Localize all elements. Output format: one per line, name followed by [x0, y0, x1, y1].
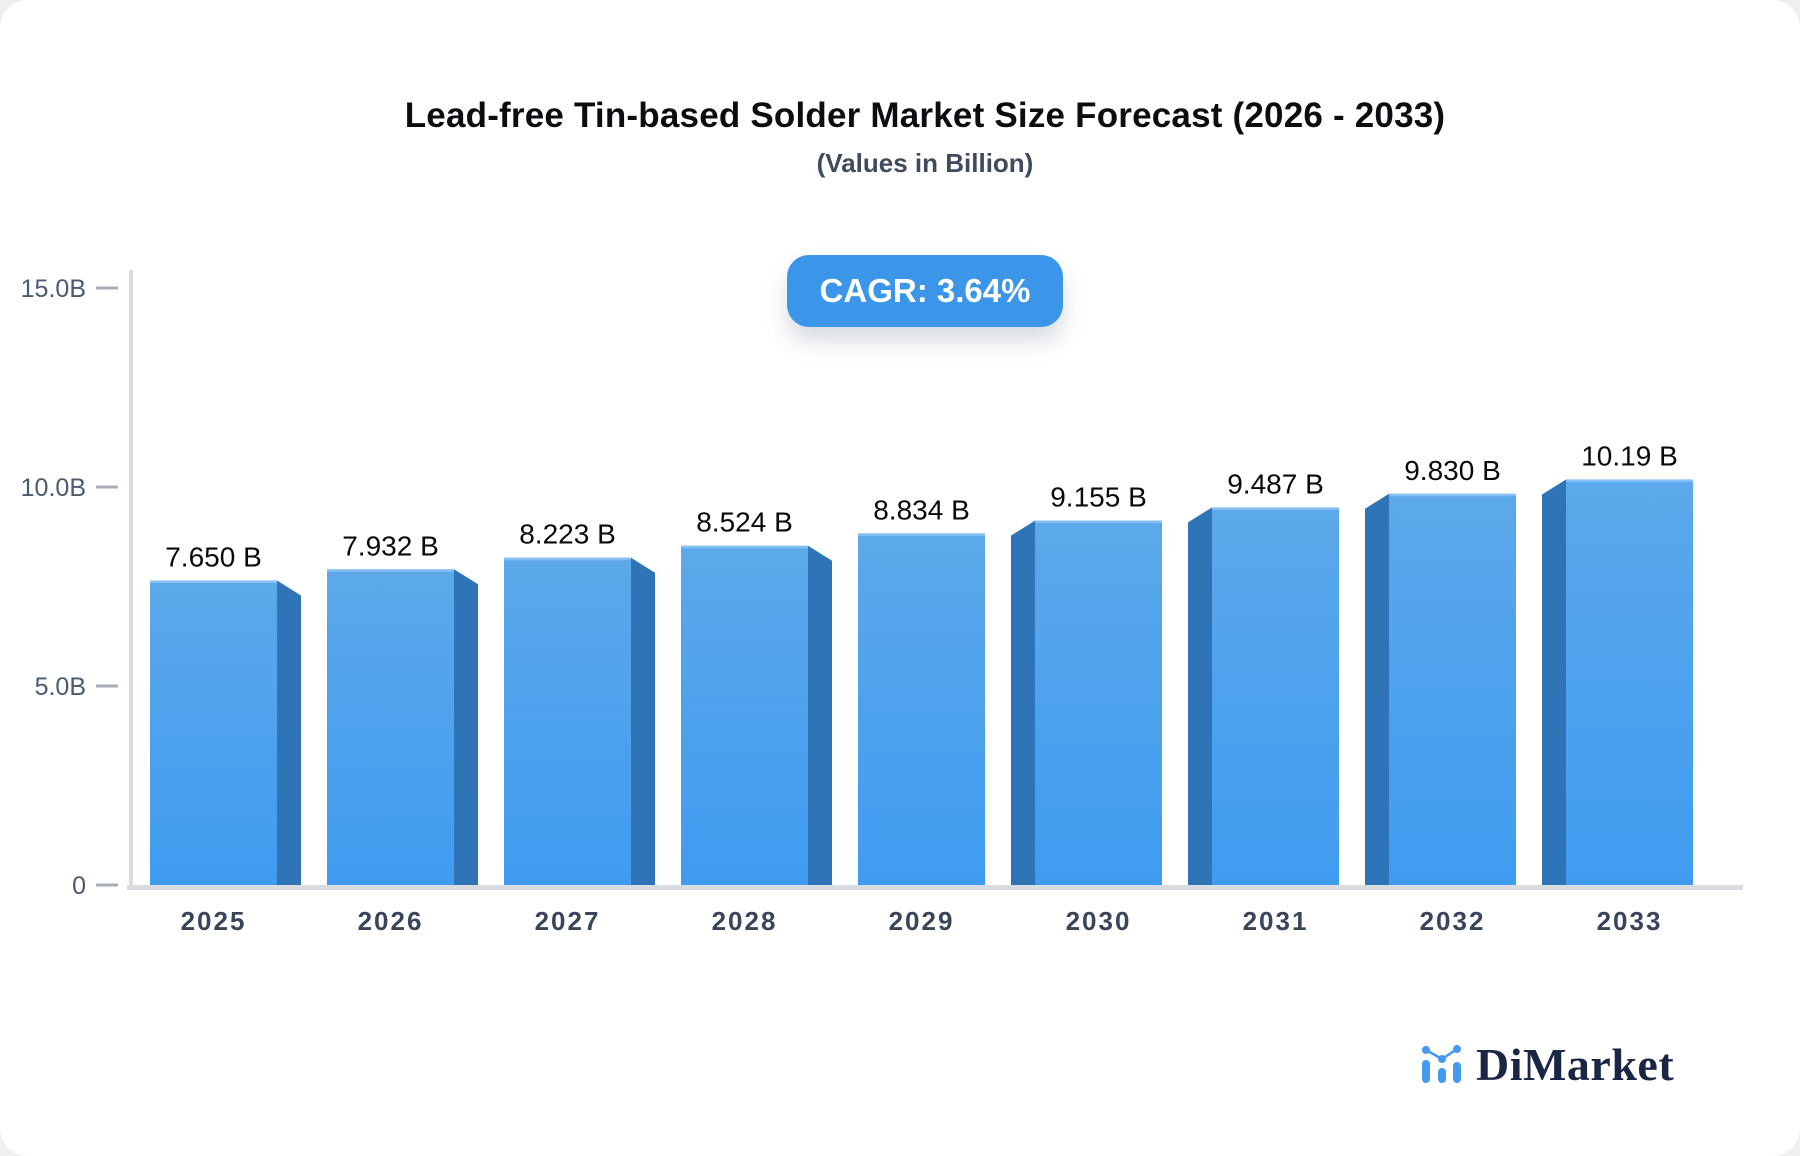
cagr-badge: CAGR: 3.64%: [787, 255, 1063, 327]
x-axis-category-label: 2027: [535, 906, 601, 936]
logo-wordmark: DiMarket: [1476, 1039, 1675, 1090]
x-axis-category-label: 2032: [1420, 906, 1486, 936]
logo-bar: [1438, 1067, 1446, 1083]
x-axis-category-label: 2026: [358, 906, 424, 936]
x-axis-category-label: 2033: [1597, 906, 1663, 936]
bar-top-edge: [1212, 507, 1339, 510]
logo-dot: [1438, 1054, 1446, 1063]
logo-dot: [1453, 1044, 1461, 1053]
y-tick-mark: [96, 684, 118, 688]
bar: [150, 580, 277, 885]
bar-value-label: 8.834 B: [873, 494, 970, 525]
x-axis-category-label: 2030: [1066, 906, 1132, 936]
y-tick-mark: [96, 286, 118, 290]
x-axis-category-label: 2029: [889, 906, 955, 936]
bar-side-face: [1188, 507, 1212, 885]
x-axis-category-label: 2031: [1243, 906, 1309, 936]
bar-side-face: [1365, 493, 1389, 885]
bar-top-edge: [1566, 479, 1693, 482]
bar-top-edge: [150, 580, 277, 584]
x-axis-line: [127, 885, 1743, 890]
y-tick-label: 15.0B: [21, 275, 86, 303]
bar-value-label: 8.223 B: [519, 519, 616, 550]
bar-value-label: 10.19 B: [1581, 440, 1678, 471]
y-tick-mark: [96, 883, 118, 887]
bar: [1212, 507, 1339, 885]
bar: [327, 569, 454, 885]
y-tick-mark: [96, 485, 118, 489]
bar-value-label: 7.650 B: [165, 542, 262, 573]
y-tick-label: 0: [72, 872, 86, 900]
bar: [1566, 479, 1693, 885]
bar-top-edge: [504, 557, 631, 561]
bar-value-label: 9.155 B: [1050, 482, 1147, 513]
bar-side-face: [808, 545, 832, 885]
x-axis-category-label: 2025: [181, 906, 247, 936]
bar-line-chart-icon: [1422, 1044, 1461, 1083]
bar-side-face: [1542, 479, 1566, 885]
bar: [681, 545, 808, 885]
bar-top-edge: [858, 533, 985, 536]
bar-side-face: [1011, 520, 1035, 885]
y-tick-label: 10.0B: [21, 474, 86, 502]
y-axis-line: [129, 270, 133, 890]
bar-top-edge: [327, 569, 454, 572]
bar-side-face: [454, 569, 478, 885]
bar-value-label: 9.830 B: [1404, 455, 1501, 486]
axis-layer: 15.0B 10.0B 5.0B 0: [21, 270, 1743, 900]
bar-side-face: [631, 557, 655, 885]
bars-layer: [150, 479, 1693, 885]
logo-dot: [1422, 1045, 1430, 1054]
bar-value-label: 7.932 B: [342, 530, 439, 561]
chart-subtitle: (Values in Billion): [816, 148, 1034, 178]
bar-top-edge: [681, 545, 808, 549]
logo-bar: [1422, 1059, 1430, 1083]
chart-title: Lead-free Tin-based Solder Market Size F…: [404, 96, 1446, 135]
bar: [1389, 493, 1516, 885]
bar: [1035, 520, 1162, 885]
bar-top-edge: [1035, 520, 1162, 524]
bar: [504, 557, 631, 885]
bar-value-label: 9.487 B: [1227, 468, 1324, 499]
labels-layer: 7.650 B 2025 7.932 B 2026 8.223 B 2027 8.524 B…: [165, 440, 1678, 936]
bar: [858, 533, 985, 885]
dimarket-logo: DiMarket: [1419, 1038, 1674, 1091]
y-tick-label: 5.0B: [35, 673, 86, 701]
bar-side-face: [277, 580, 301, 885]
x-axis-category-label: 2028: [712, 906, 778, 936]
cagr-badge-label: CAGR: 3.64%: [819, 272, 1031, 309]
bar-top-edge: [1389, 493, 1516, 497]
bar-value-label: 8.524 B: [696, 507, 793, 538]
logo-bar: [1453, 1061, 1461, 1083]
